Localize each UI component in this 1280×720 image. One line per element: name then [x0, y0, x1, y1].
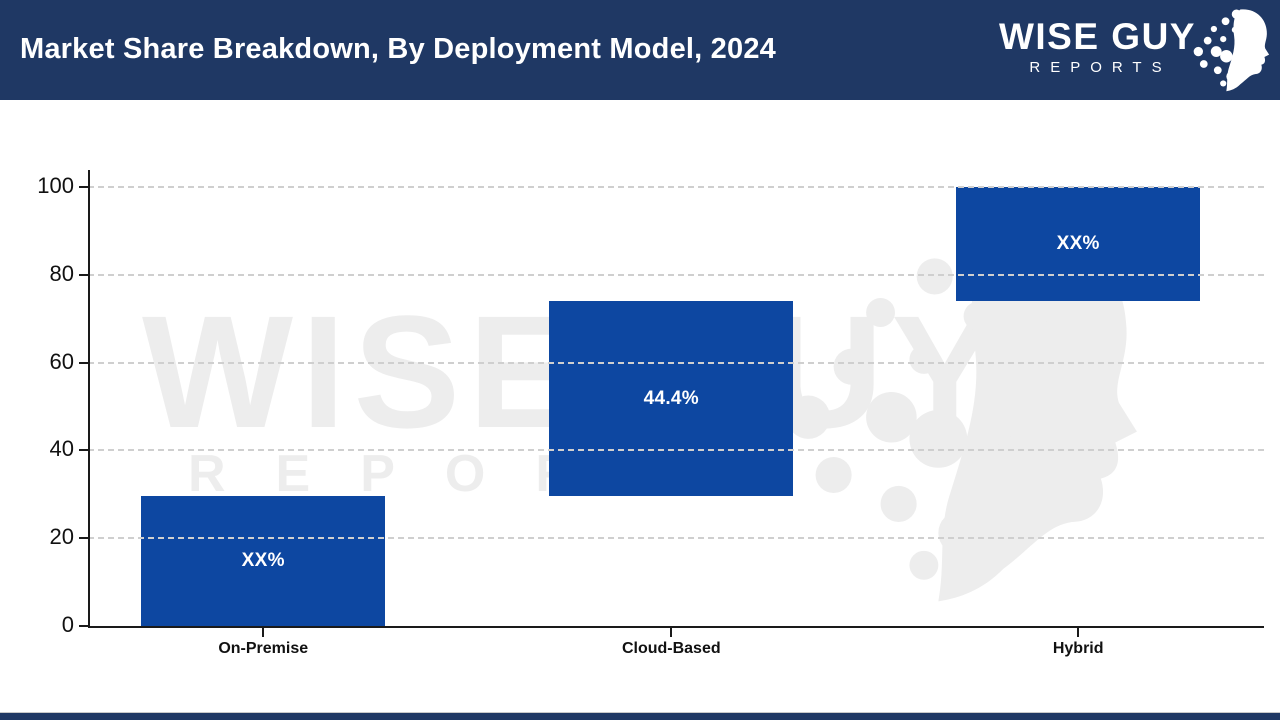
y-tick-mark-80 — [79, 273, 88, 276]
y-tick-label-60: 60 — [49, 348, 74, 374]
bar-cloud-based: 44.4% — [549, 301, 794, 497]
x-tick-mark-0 — [262, 628, 265, 637]
bar-on-premise: XX% — [141, 496, 386, 626]
logo-wordmark: WISE GUY REPORTS — [998, 16, 1196, 76]
wise-guy-reports-logo: WISE GUY REPORTS — [999, 6, 1270, 94]
y-axis-line — [88, 170, 90, 628]
footer-bar — [0, 713, 1280, 720]
y-tick-mark-20 — [79, 537, 88, 540]
x-tick-mark-1 — [670, 628, 673, 637]
header-banner: Market Share Breakdown, By Deployment Mo… — [0, 0, 1280, 100]
y-tick-label-0: 0 — [61, 611, 74, 637]
x-category-label-1: Cloud-Based — [621, 640, 721, 657]
y-tick-label-80: 80 — [49, 260, 74, 286]
y-tick-label-20: 20 — [49, 524, 74, 550]
gridline-y-100 — [88, 186, 1264, 188]
x-category-label-2: Hybrid — [1052, 640, 1104, 657]
y-tick-label-100: 100 — [37, 172, 74, 198]
bar-value-label: XX% — [1056, 233, 1100, 255]
gridline-y-40 — [88, 449, 1264, 452]
chart-title: Market Share Breakdown, By Deployment Mo… — [20, 32, 776, 65]
watermark-dotted-face-icon — [786, 221, 1137, 602]
gridline-y-60 — [88, 361, 1264, 364]
logo-subtitle: REPORTS — [1029, 58, 1172, 76]
gridline-y-80 — [88, 273, 1264, 276]
logo-dotted-face-icon — [1193, 9, 1270, 92]
x-axis-line — [88, 626, 1264, 628]
bar-chart-plot: 0 20 40 60 80 100 XX% On-Premise 44.4% Cloud-Base… — [0, 100, 1280, 713]
y-tick-mark-40 — [79, 449, 88, 452]
y-tick-label-40: 40 — [49, 436, 74, 462]
gridline-y-20 — [88, 537, 1264, 540]
bar-hybrid: XX% — [956, 187, 1201, 302]
logo-name: WISE GUY — [998, 16, 1196, 57]
footer-divider — [0, 712, 1280, 713]
y-tick-mark-100 — [79, 186, 88, 188]
bar-value-label: XX% — [241, 550, 285, 572]
x-tick-mark-2 — [1077, 628, 1080, 637]
y-tick-mark-60 — [79, 361, 88, 364]
bar-value-label: 44.4% — [643, 387, 699, 409]
y-tick-mark-0 — [79, 625, 88, 627]
x-category-label-0: On-Premise — [218, 640, 309, 657]
